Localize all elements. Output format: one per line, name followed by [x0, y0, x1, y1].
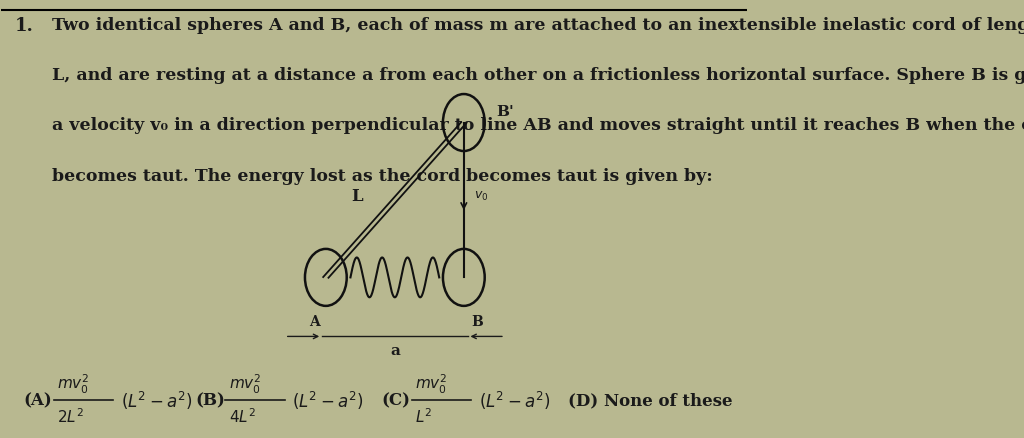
- Text: $(L^2-a^2)$: $(L^2-a^2)$: [121, 389, 193, 411]
- Text: B: B: [471, 314, 483, 328]
- Text: A: A: [309, 314, 319, 328]
- Text: (D) None of these: (D) None of these: [568, 391, 733, 408]
- Text: $L^2$: $L^2$: [416, 407, 433, 425]
- Text: B': B': [496, 105, 514, 119]
- Text: (A): (A): [24, 391, 52, 408]
- Text: L, and are resting at a distance a from each other on a frictionless horizontal : L, and are resting at a distance a from …: [52, 67, 1024, 84]
- Text: 1.: 1.: [14, 17, 34, 35]
- Text: $2L^2$: $2L^2$: [57, 407, 84, 425]
- Text: $(L^2-a^2)$: $(L^2-a^2)$: [292, 389, 364, 411]
- Text: $v_0$: $v_0$: [473, 190, 487, 203]
- Text: becomes taut. The energy lost as the cord becomes taut is given by:: becomes taut. The energy lost as the cor…: [52, 168, 713, 184]
- Text: Two identical spheres A and B, each of mass m are attached to an inextensible in: Two identical spheres A and B, each of m…: [52, 17, 1024, 34]
- Text: (C): (C): [382, 391, 411, 408]
- Text: a: a: [390, 343, 399, 357]
- Text: $mv^2_0$: $mv^2_0$: [57, 371, 90, 395]
- Text: L: L: [351, 187, 364, 205]
- Text: $4L^2$: $4L^2$: [229, 407, 256, 425]
- Text: a velocity v₀ in a direction perpendicular to line AB and moves straight until i: a velocity v₀ in a direction perpendicul…: [52, 117, 1024, 134]
- Text: $mv^2_0$: $mv^2_0$: [229, 371, 261, 395]
- Text: (B): (B): [196, 391, 225, 408]
- Text: $(L^2-a^2)$: $(L^2-a^2)$: [479, 389, 550, 411]
- Text: $mv^2_0$: $mv^2_0$: [416, 371, 447, 395]
